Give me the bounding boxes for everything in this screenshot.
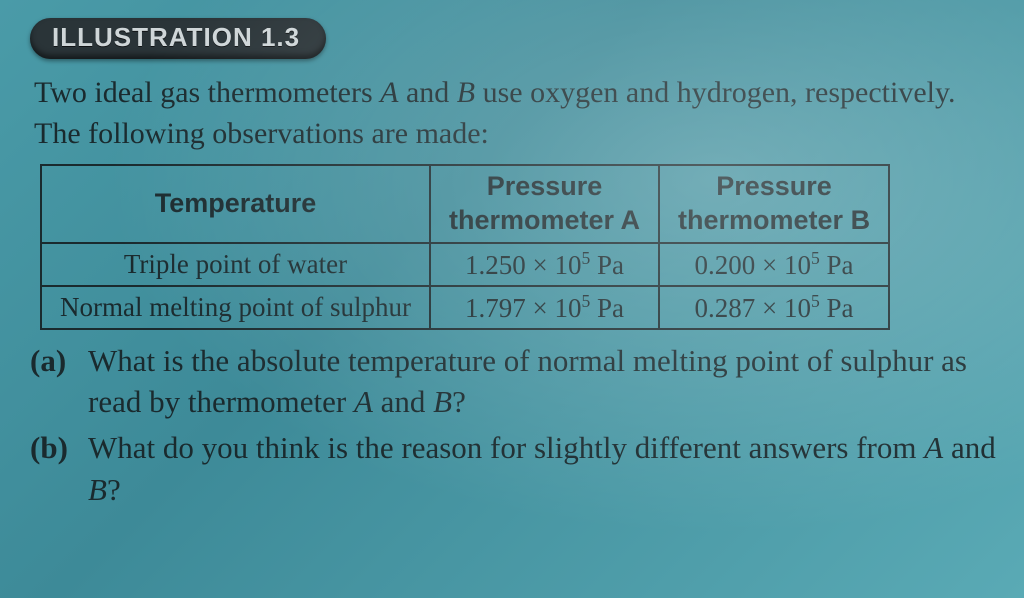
questions-block: (a) What is the absolute temperature of … xyxy=(30,340,1010,511)
row2-a-coef: 1.797 × 10 xyxy=(465,293,581,323)
col-temperature-header: Temperature xyxy=(41,165,430,243)
question-b-label: (b) xyxy=(30,427,78,511)
row1-a-unit: Pa xyxy=(590,250,624,280)
intro-prefix: Two ideal gas thermometers xyxy=(34,76,380,109)
row1-a-exp: 5 xyxy=(581,248,590,268)
col-pressure-b-line1: Pressure xyxy=(716,171,832,201)
qb-end: ? xyxy=(107,472,121,507)
question-a-label: (a) xyxy=(30,340,78,424)
intro-var-a: A xyxy=(380,76,398,109)
question-b: (b) What do you think is the reason for … xyxy=(30,427,1010,511)
row2-a-exp: 5 xyxy=(581,291,590,311)
intro-var-b: B xyxy=(457,76,475,109)
row1-pressure-b: 0.200 × 105 Pa xyxy=(659,243,889,286)
row2-label: Normal melting point of sulphur xyxy=(41,286,430,329)
col-pressure-a-line2: thermometer A xyxy=(449,205,640,235)
col-pressure-b-header: Pressure thermometer B xyxy=(659,165,889,243)
col-pressure-a-header: Pressure thermometer A xyxy=(430,165,659,243)
table-row: Triple point of water 1.250 × 105 Pa 0.2… xyxy=(41,243,889,286)
row1-b-exp: 5 xyxy=(811,248,820,268)
qa-var-b: B xyxy=(433,384,452,419)
row2-b-exp: 5 xyxy=(811,291,820,311)
col-pressure-a-line1: Pressure xyxy=(487,171,603,201)
col-pressure-b-line2: thermometer B xyxy=(678,205,870,235)
row1-b-unit: Pa xyxy=(820,250,854,280)
qa-var-a: A xyxy=(354,384,373,419)
row1-pressure-a: 1.250 × 105 Pa xyxy=(430,243,659,286)
badge-text: ILLUSTRATION 1.3 xyxy=(52,22,300,52)
row2-pressure-b: 0.287 × 105 Pa xyxy=(659,286,889,329)
row1-label: Triple point of water xyxy=(41,243,430,286)
table-header-row: Temperature Pressure thermometer A Press… xyxy=(41,165,889,243)
table-row: Normal melting point of sulphur 1.797 × … xyxy=(41,286,889,329)
illustration-badge: ILLUSTRATION 1.3 xyxy=(30,18,326,59)
qa-part1: What is the absolute temperature of norm… xyxy=(88,343,967,420)
row1-a-coef: 1.250 × 10 xyxy=(465,250,581,280)
question-a: (a) What is the absolute temperature of … xyxy=(30,340,1010,424)
qa-end: ? xyxy=(452,384,466,419)
qb-part1: What do you think is the reason for slig… xyxy=(88,430,924,465)
col-temperature-label: Temperature xyxy=(155,188,317,218)
qb-var-a: A xyxy=(924,430,943,465)
row2-b-unit: Pa xyxy=(820,293,854,323)
observations-table: Temperature Pressure thermometer A Press… xyxy=(40,164,890,330)
row2-pressure-a: 1.797 × 105 Pa xyxy=(430,286,659,329)
qb-var-b: B xyxy=(88,472,107,507)
question-a-text: What is the absolute temperature of norm… xyxy=(88,340,1010,424)
row2-b-coef: 0.287 × 10 xyxy=(695,293,811,323)
intro-mid: and xyxy=(398,76,456,109)
qb-and: and xyxy=(943,430,996,465)
question-b-text: What do you think is the reason for slig… xyxy=(88,427,1010,511)
row2-a-unit: Pa xyxy=(590,293,624,323)
intro-paragraph: Two ideal gas thermometers A and B use o… xyxy=(34,73,1002,154)
qa-and: and xyxy=(373,384,433,419)
row1-b-coef: 0.200 × 10 xyxy=(695,250,811,280)
